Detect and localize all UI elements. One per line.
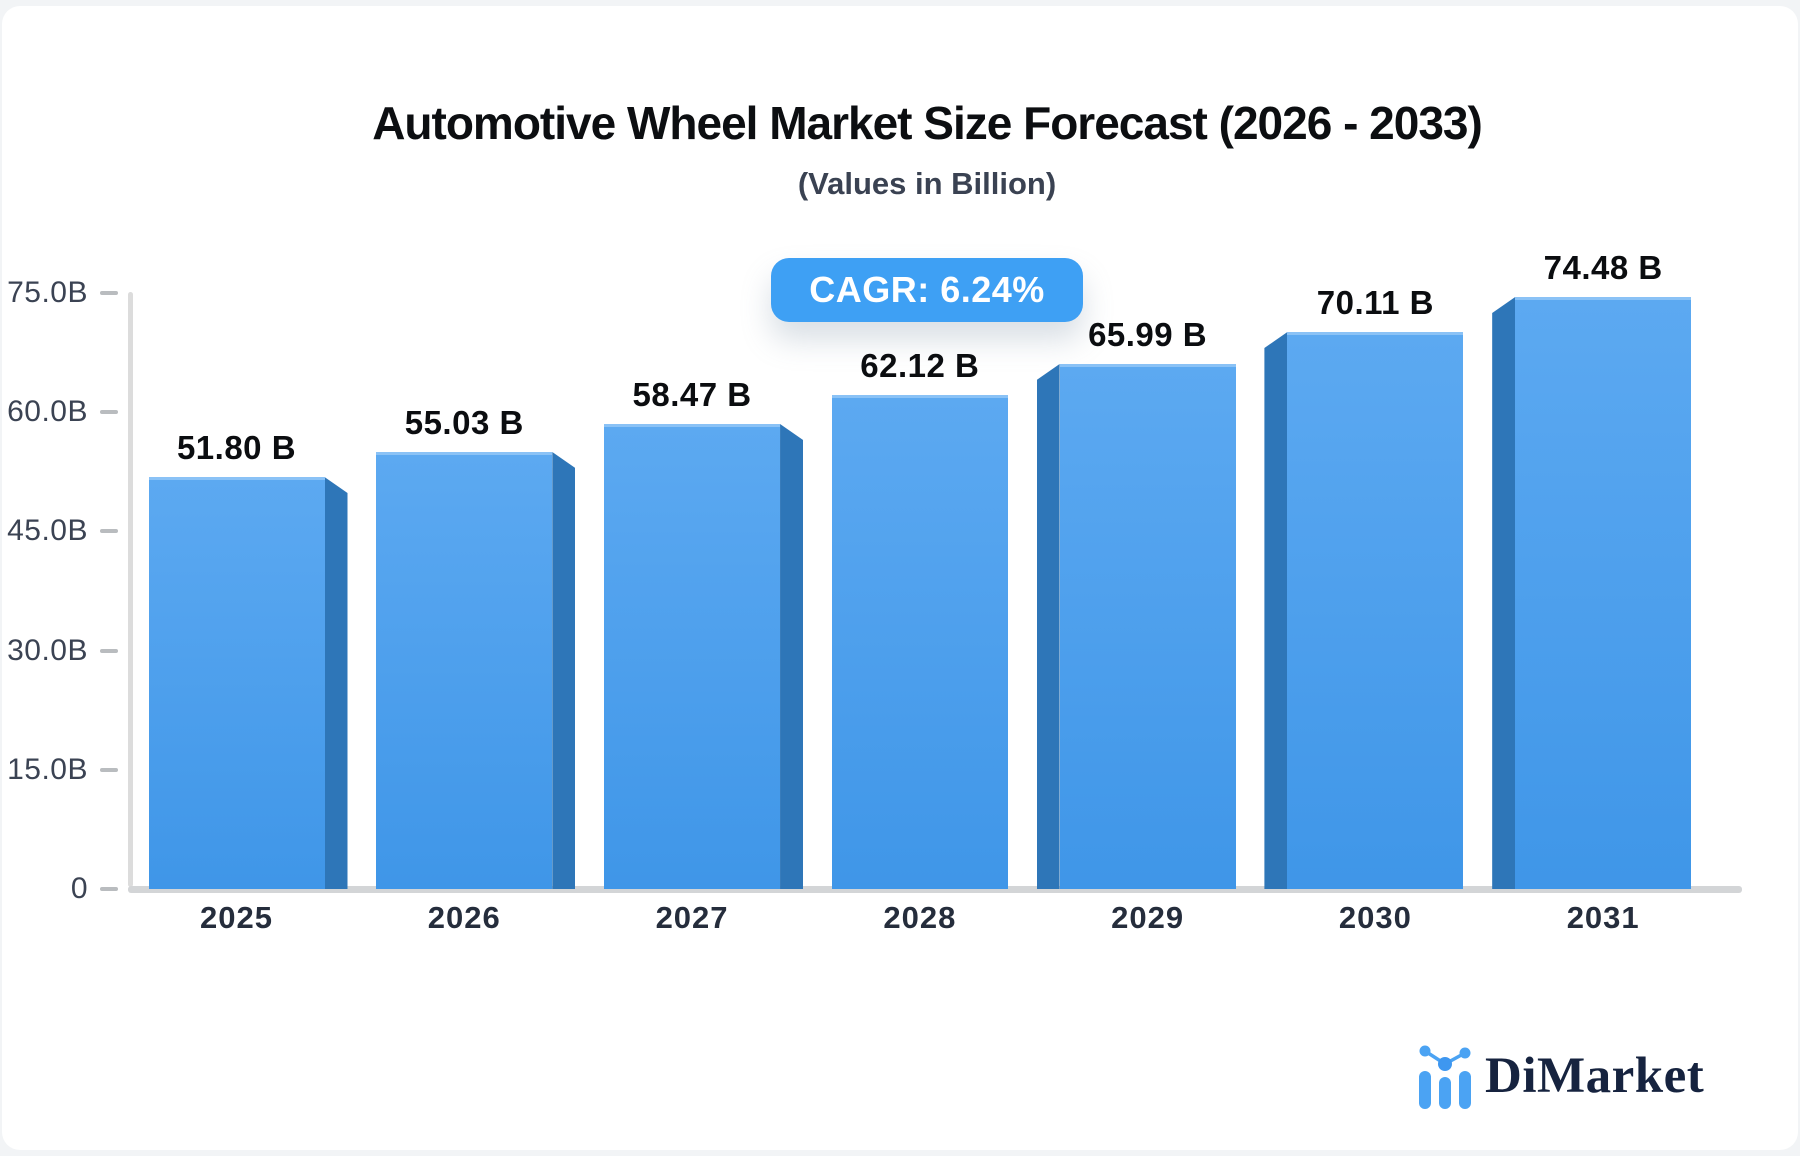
- bar-group-2029: [1036, 364, 1259, 889]
- x-axis-label-2027: 2027: [655, 900, 729, 935]
- chart-subtitle: (Values in Billion): [797, 166, 1057, 201]
- bar-face: [1287, 332, 1464, 889]
- y-tick-dash: [100, 529, 118, 533]
- bar-value-label: 62.12 B: [860, 347, 980, 384]
- x-axis-label-2031: 2031: [1566, 900, 1640, 935]
- bar-group-2026: [353, 452, 576, 889]
- bar-face: [831, 395, 1008, 889]
- bar-value-label: 74.48 B: [1543, 249, 1663, 286]
- y-tick-label: 45.0B: [7, 514, 88, 547]
- bar-group-2025: [126, 477, 348, 889]
- bar-value-label: 55.03 B: [404, 404, 524, 441]
- bar-face: [376, 452, 553, 889]
- bar-side-face: [1264, 332, 1288, 889]
- bar-value-label: 51.80 B: [176, 429, 297, 466]
- bar-group-2030: [1264, 332, 1486, 889]
- cagr-badge-row: CAGR: 6.24%: [54, 258, 1800, 322]
- y-tick-dash: [100, 649, 118, 653]
- bar-side-face: [1492, 297, 1516, 889]
- y-tick-dash: [100, 410, 118, 414]
- x-axis-label-2029: 2029: [1111, 900, 1185, 935]
- bar-side-face: [780, 424, 804, 889]
- x-axis-label-2030: 2030: [1338, 900, 1412, 935]
- y-axis-line: [128, 292, 133, 887]
- x-axis-baseline: [128, 886, 1742, 893]
- bar-face: [1059, 364, 1236, 889]
- bar-value-label: 58.47 B: [632, 376, 752, 413]
- chart-title: Automotive Wheel Market Size Forecast (2…: [372, 97, 1483, 149]
- x-axis-label-2026: 2026: [427, 900, 501, 935]
- bar-value-label: 70.11 B: [1316, 284, 1435, 321]
- bar-face: [1515, 297, 1692, 889]
- brand-name: DiMarket: [1485, 1048, 1705, 1104]
- y-tick-label: 15.0B: [7, 753, 88, 786]
- bar-value-label: 65.99 B: [1088, 316, 1208, 353]
- bar-group-2028: [809, 395, 1031, 889]
- y-tick-dash: [100, 887, 118, 891]
- bar-side-face: [1036, 364, 1060, 889]
- y-tick-label: 30.0B: [7, 634, 88, 667]
- x-axis-label-2025: 2025: [200, 900, 273, 935]
- bar-face: [148, 477, 325, 889]
- brand-logo: DiMarket: [1417, 1040, 1704, 1112]
- y-tick-label: 60.0B: [7, 395, 88, 428]
- bar-side-face: [324, 477, 348, 889]
- bar-line-chart-icon: [1419, 1045, 1471, 1109]
- bar-group-2031: [1492, 297, 1714, 889]
- cagr-badge: CAGR: 6.24%: [771, 258, 1083, 322]
- x-axis-label-2028: 2028: [883, 900, 957, 935]
- bar-face: [604, 424, 781, 889]
- y-tick-label: 75.0B: [7, 276, 88, 309]
- bar-side-face: [552, 452, 576, 889]
- y-tick-dash: [100, 768, 118, 772]
- y-tick-dash: [100, 291, 118, 295]
- bar-group-2027: [581, 424, 804, 889]
- y-tick-label: 0: [70, 872, 88, 905]
